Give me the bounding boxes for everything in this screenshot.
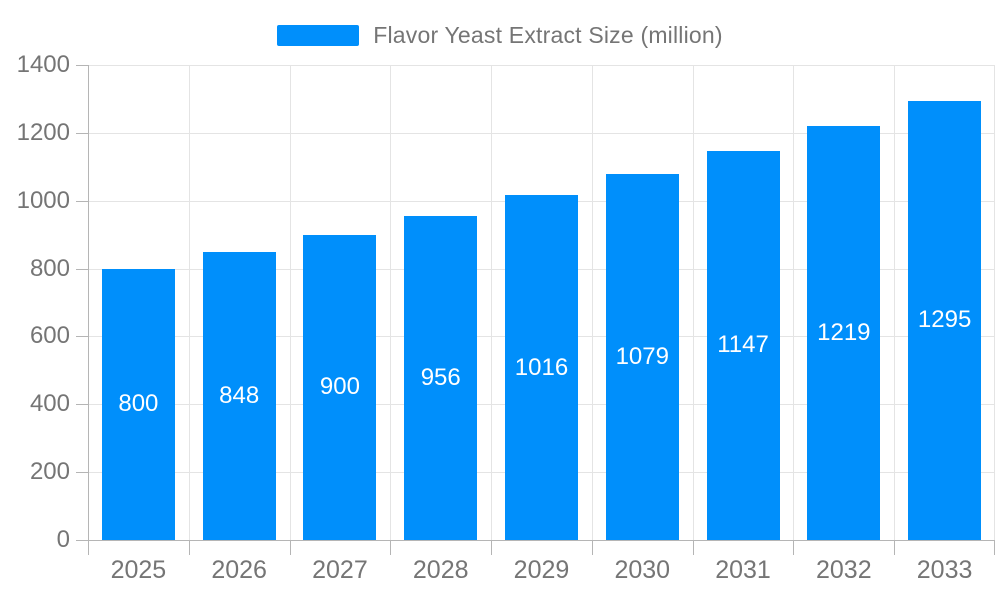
legend-swatch (277, 25, 360, 46)
bar-value-label: 900 (319, 373, 360, 401)
y-axis-label: 1200 (16, 118, 70, 146)
gridline-horizontal (88, 65, 995, 66)
bar-value-label: 1147 (717, 331, 769, 359)
gridline-vertical (994, 65, 995, 540)
x-axis-tick (289, 540, 291, 555)
gridline-vertical (692, 65, 694, 540)
x-axis-tick (692, 540, 694, 555)
x-axis-label: 2027 (312, 556, 368, 584)
bar-2033[interactable] (908, 100, 982, 540)
bar-value-label: 1219 (817, 319, 871, 347)
x-axis-tick (188, 540, 190, 555)
y-axis-label: 600 (29, 322, 70, 350)
bar-2026[interactable] (202, 252, 276, 540)
x-axis-tick (994, 540, 995, 555)
y-axis-tick (76, 472, 88, 474)
bar-value-label: 800 (118, 390, 159, 418)
y-axis-tick (76, 65, 88, 66)
y-axis-tick (76, 404, 88, 406)
y-axis-label: 1000 (16, 186, 70, 214)
legend-label: Flavor Yeast Extract Size (million) (373, 22, 723, 48)
plot-area: 800 848 900 956 1016 1079 1147 1219 1295 (88, 65, 995, 540)
x-axis-tick (793, 540, 795, 555)
bar-value-label: 848 (219, 382, 260, 410)
bar-2028[interactable] (404, 215, 478, 540)
bar-value-label: 1016 (514, 353, 569, 381)
bar-value-label: 1295 (917, 306, 972, 334)
x-axis-label: 2030 (614, 556, 671, 584)
y-axis-label: 400 (29, 390, 70, 418)
x-axis-tick (591, 540, 593, 555)
x-axis-tick (894, 540, 896, 555)
x-axis-label: 2028 (412, 556, 469, 584)
bar-2030[interactable] (605, 173, 679, 540)
x-axis-line (76, 540, 995, 541)
bar-2032[interactable] (807, 126, 881, 540)
x-axis-tick (390, 540, 392, 555)
y-axis-tick (76, 336, 88, 338)
bar-2029[interactable] (505, 195, 578, 540)
x-axis-label: 2033 (916, 556, 973, 584)
x-axis-label: 2026 (211, 556, 267, 584)
bar-2027[interactable] (303, 234, 377, 540)
x-axis-label: 2031 (715, 556, 771, 584)
legend-item[interactable]: Flavor Yeast Extract Size (million) (0, 22, 1000, 49)
gridline-vertical (188, 65, 190, 540)
y-axis-tick (76, 132, 88, 134)
bar-2031[interactable] (706, 150, 780, 540)
gridline-horizontal (88, 132, 995, 134)
y-axis-line (88, 65, 89, 540)
gridline-vertical (591, 65, 593, 540)
y-axis-label: 1400 (16, 51, 70, 78)
y-axis-label: 800 (29, 254, 70, 282)
x-axis-label: 2032 (816, 556, 872, 584)
gridline-vertical (491, 65, 493, 540)
y-axis-tick (76, 268, 88, 270)
y-axis-label: 200 (29, 458, 70, 486)
bar-value-label: 1079 (615, 342, 669, 370)
bar-value-label: 956 (420, 363, 461, 391)
y-axis-label: 0 (56, 526, 70, 553)
y-axis-tick (76, 540, 88, 541)
x-axis-tick (88, 540, 89, 555)
gridline-vertical (894, 65, 896, 540)
gridline-vertical (390, 65, 392, 540)
x-axis-label: 2025 (110, 556, 167, 584)
y-axis-tick (76, 200, 88, 202)
gridline-vertical (793, 65, 795, 540)
x-axis-label: 2029 (513, 556, 570, 584)
gridline-vertical (289, 65, 291, 540)
bar-2025[interactable] (101, 268, 175, 540)
x-axis-tick (491, 540, 493, 555)
